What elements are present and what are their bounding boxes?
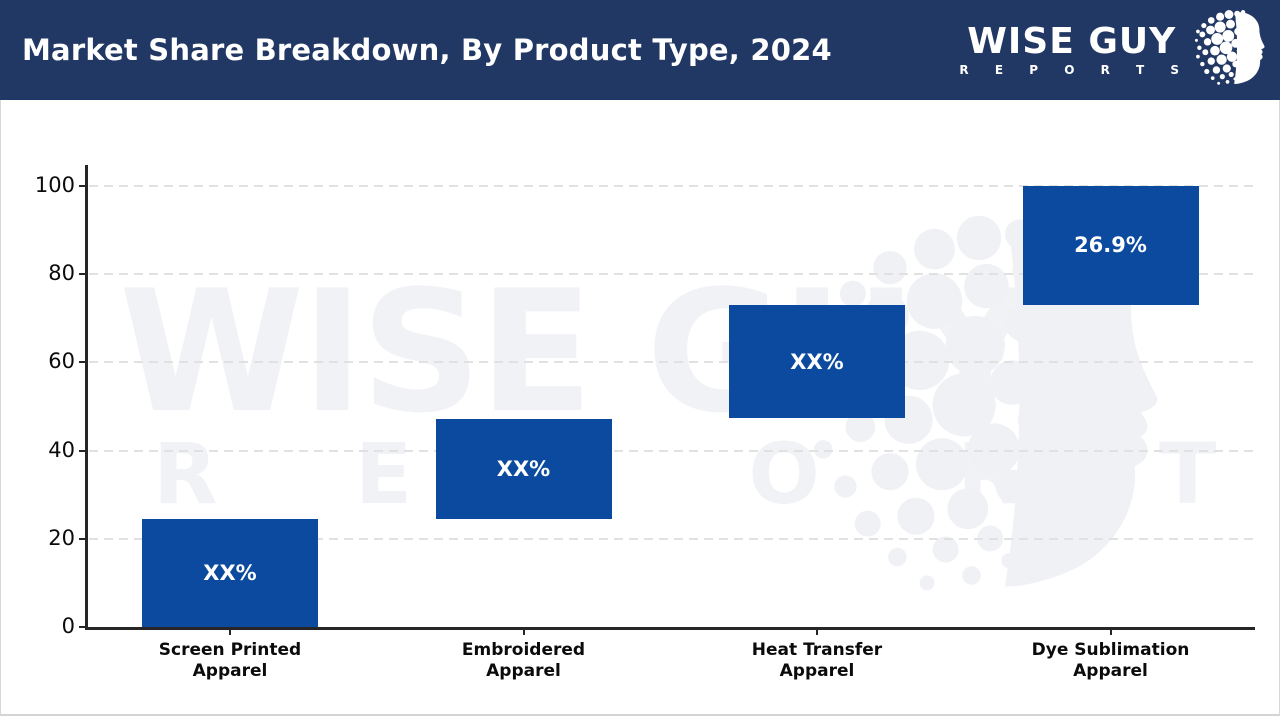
logo-name: WISE GUY <box>967 20 1177 62</box>
x-axis-category-line: Embroidered <box>461 640 586 660</box>
wise-guy-reports-logo: WISE GUY R E P O R T S <box>953 9 1266 91</box>
x-axis-tick <box>229 628 231 635</box>
y-axis-tick-label: 100 <box>34 173 75 197</box>
bar-value-label: XX% <box>203 560 257 585</box>
y-axis-tick-label: 0 <box>61 614 75 638</box>
y-axis-tick-label: 60 <box>48 349 75 374</box>
x-axis-category-label: Screen Printed Apparel <box>100 640 360 682</box>
bar-segment: XX% <box>729 305 905 418</box>
bar-segment: XX% <box>142 518 318 627</box>
x-axis-category-line: Apparel <box>1073 661 1148 681</box>
x-axis-category-label: Embroidered Apparel <box>394 640 654 682</box>
watermark-face-icon <box>808 215 1158 591</box>
logo-text: WISE GUY R E P O R T S <box>953 20 1190 77</box>
y-axis-tick <box>79 537 87 540</box>
y-axis-tick-label: 40 <box>48 437 75 462</box>
x-axis-tick <box>816 628 818 635</box>
gridline <box>89 537 1255 540</box>
bar-value-label: XX% <box>496 456 551 481</box>
x-axis-category-label: Heat Transfer Apparel <box>687 640 947 682</box>
bar-segment: 26.9% <box>1022 186 1199 305</box>
dotted-face-icon <box>1194 10 1265 85</box>
x-axis-category-line: Apparel <box>192 661 268 681</box>
x-axis-category-label: Dye Sublimation Apparel <box>981 640 1241 682</box>
y-axis-spine <box>85 165 88 629</box>
x-axis-category-line: Heat Transfer <box>751 640 883 660</box>
x-axis-spine <box>85 627 1255 630</box>
y-axis-tick <box>79 273 87 276</box>
logo-subtitle: R E P O R T S <box>959 62 1190 77</box>
header-banner: Market Share Breakdown, By Product Type,… <box>0 0 1280 100</box>
y-axis-tick <box>79 626 87 628</box>
x-axis-category-line: Screen Printed <box>158 640 302 660</box>
x-axis-tick <box>522 628 525 635</box>
bar-segment: XX% <box>435 418 612 519</box>
bar-value-label: XX% <box>790 349 844 374</box>
x-axis-tick <box>1109 628 1112 635</box>
x-axis-category-line: Dye Sublimation <box>1031 640 1190 660</box>
y-axis-tick-label: 20 <box>48 525 75 550</box>
y-axis-tick <box>79 185 87 187</box>
y-axis-tick <box>79 361 87 364</box>
y-axis-tick <box>79 449 87 452</box>
gridline <box>89 185 1255 187</box>
y-axis-tick-label: 80 <box>48 261 75 286</box>
x-axis-category-line: Apparel <box>779 661 855 681</box>
x-axis-category-line: Apparel <box>486 661 561 681</box>
gridline <box>89 449 1255 452</box>
chart-title: Market Share Breakdown, By Product Type,… <box>22 33 832 67</box>
bar-value-label: 26.9% <box>1074 233 1147 258</box>
gridline <box>89 273 1255 276</box>
gridline <box>89 361 1255 364</box>
